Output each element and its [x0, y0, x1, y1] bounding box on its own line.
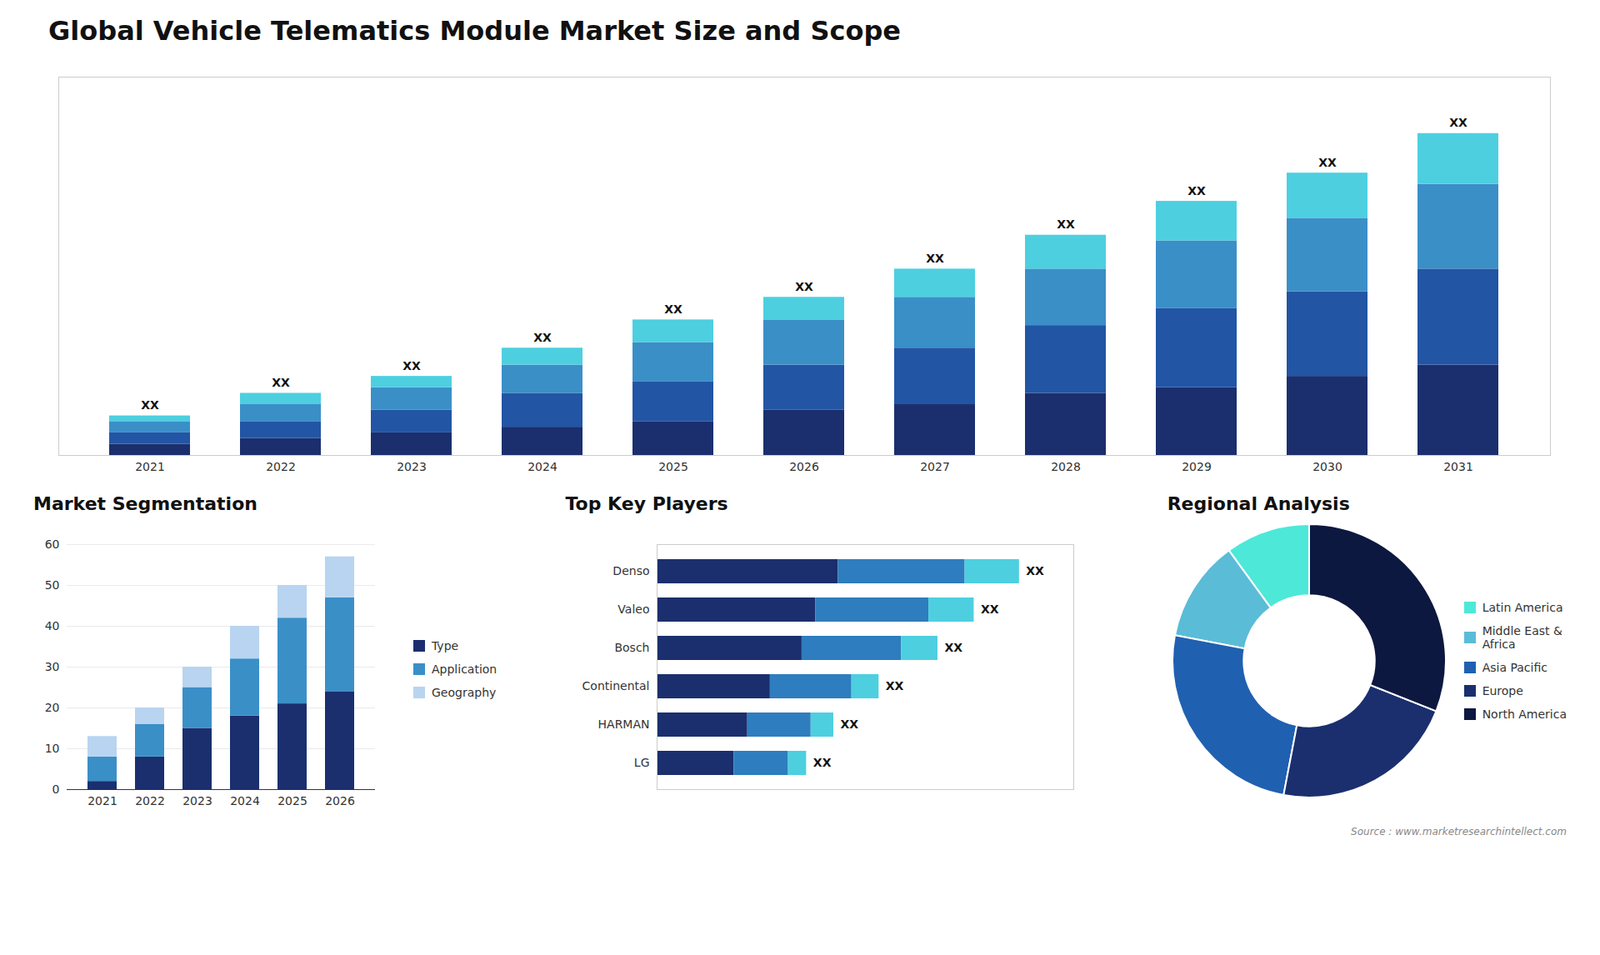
svg-text:XX: XX [402, 359, 421, 373]
svg-text:2023: 2023 [396, 460, 427, 474]
svg-text:2031: 2031 [1443, 460, 1474, 474]
html-text:Latin America: Latin America [1482, 600, 1563, 615]
svg-text:XX: XX [1026, 564, 1045, 578]
svg-text:XX: XX [1449, 115, 1468, 130]
svg-text:XX: XX [945, 640, 964, 655]
html-text:Regional Analysis: Regional Analysis [1167, 493, 1350, 515]
svg-text:XX: XX [885, 679, 905, 693]
svg-text:60: 60 [45, 537, 60, 551]
svg-text:2021: 2021 [87, 794, 118, 808]
svg-text:2029: 2029 [1181, 460, 1212, 474]
html-text:Application: Application [431, 662, 497, 676]
svg-text:XX: XX [980, 602, 1000, 616]
svg-text:XX: XX [140, 398, 160, 412]
svg-text:HARMAN: HARMAN [598, 717, 650, 731]
html-text:Source : www.marketresearchint: Source : www.marketresearchintellect.com [1350, 825, 1567, 838]
html-text:Middle East & Africa: Middle East & Africa [1482, 624, 1563, 651]
svg-text:Bosch: Bosch [615, 640, 650, 655]
svg-text:XX: XX [1318, 155, 1337, 170]
svg-text:XX: XX [271, 375, 290, 390]
svg-text:2026: 2026 [325, 794, 355, 808]
html-text:Top Key Players: Top Key Players [565, 493, 729, 515]
svg-text:40: 40 [45, 619, 60, 633]
svg-text:XX: XX [1056, 217, 1075, 231]
svg-text:LG: LG [634, 755, 650, 770]
html-text:Europe: Europe [1482, 684, 1524, 698]
svg-text:2030: 2030 [1312, 460, 1343, 474]
svg-text:0: 0 [52, 782, 60, 796]
svg-text:XX: XX [533, 330, 552, 345]
svg-text:Valeo: Valeo [618, 602, 650, 616]
svg-text:50: 50 [45, 578, 60, 592]
svg-text:10: 10 [45, 741, 60, 755]
svg-text:XX: XX [664, 302, 683, 316]
svg-text:2025: 2025 [277, 794, 308, 808]
svg-text:XX: XX [1187, 184, 1206, 198]
svg-text:20: 20 [45, 700, 60, 715]
svg-text:2027: 2027 [920, 460, 950, 474]
svg-text:Continental: Continental [582, 679, 650, 693]
svg-text:2026: 2026 [789, 460, 820, 474]
html-text:Market Segmentation: Market Segmentation [33, 493, 258, 515]
svg-text:2021: 2021 [135, 460, 165, 474]
html-text:Global Vehicle Telematics Modu: Global Vehicle Telematics Module Market … [48, 15, 901, 47]
svg-text:2025: 2025 [658, 460, 689, 474]
svg-text:XX: XX [813, 755, 832, 770]
svg-text:Denso: Denso [613, 564, 650, 578]
html-text:Asia Pacific: Asia Pacific [1482, 660, 1548, 675]
svg-text:2022: 2022 [265, 460, 296, 474]
svg-text:XX: XX [795, 280, 814, 294]
svg-text:2028: 2028 [1050, 460, 1081, 474]
html-text:Geography: Geography [431, 685, 497, 700]
svg-text:XX: XX [925, 251, 945, 265]
html-text:North America: North America [1482, 707, 1567, 721]
svg-text:2023: 2023 [182, 794, 213, 808]
svg-text:XX: XX [840, 717, 860, 731]
svg-text:30: 30 [45, 660, 60, 674]
svg-text:2024: 2024 [527, 460, 558, 474]
html-text:Type: Type [431, 639, 459, 653]
svg-text:2022: 2022 [135, 794, 165, 808]
svg-text:2024: 2024 [230, 794, 260, 808]
